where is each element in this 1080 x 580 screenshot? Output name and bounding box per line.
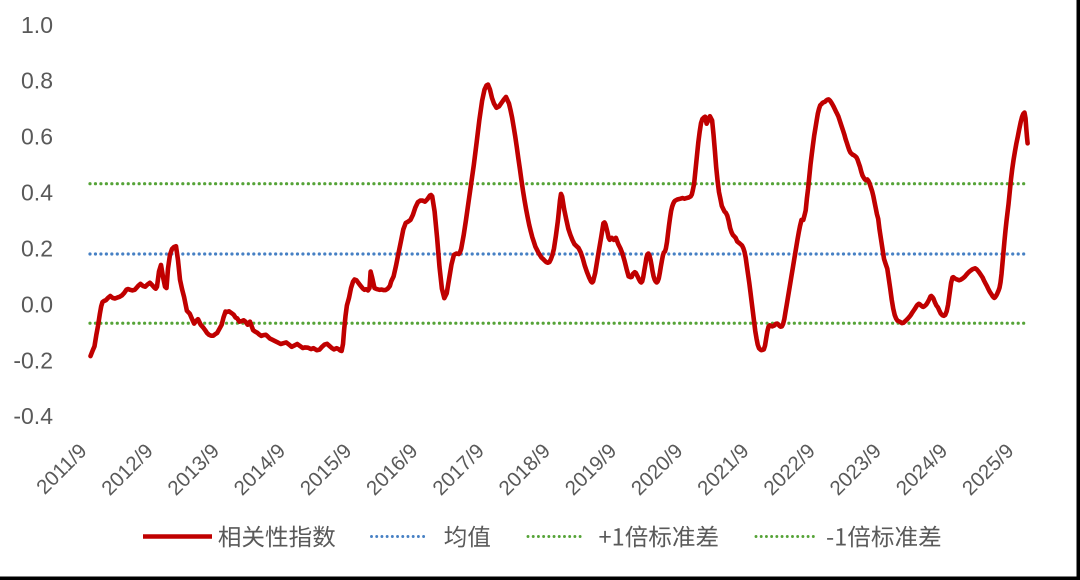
svg-text:0.4: 0.4 xyxy=(21,180,53,206)
svg-text:-0.2: -0.2 xyxy=(13,347,53,373)
svg-text:0.8: 0.8 xyxy=(21,68,53,94)
svg-text:-0.4: -0.4 xyxy=(13,403,53,429)
svg-text:0.6: 0.6 xyxy=(21,124,53,150)
svg-text:0.2: 0.2 xyxy=(21,236,53,262)
svg-text:0.0: 0.0 xyxy=(21,291,53,317)
svg-text:1.0: 1.0 xyxy=(21,12,53,38)
